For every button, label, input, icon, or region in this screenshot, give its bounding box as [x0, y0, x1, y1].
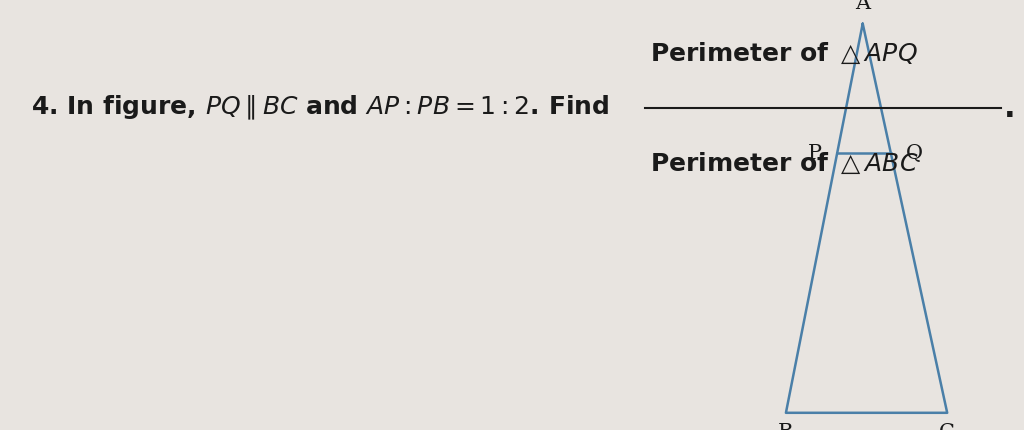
Text: Q: Q: [906, 144, 924, 163]
Text: C: C: [939, 423, 955, 430]
Text: B: B: [778, 423, 794, 430]
Text: Perimeter of $\triangle APQ$: Perimeter of $\triangle APQ$: [650, 41, 918, 66]
Text: A: A: [855, 0, 870, 13]
Text: .: .: [1004, 94, 1015, 123]
Text: P: P: [808, 144, 822, 163]
Text: 4. In figure, $PQ \parallel BC$ and $AP : PB = 1 : 2$. Find: 4. In figure, $PQ \parallel BC$ and $AP …: [31, 93, 609, 122]
Text: Perimeter of $\triangle ABC$: Perimeter of $\triangle ABC$: [650, 151, 919, 176]
